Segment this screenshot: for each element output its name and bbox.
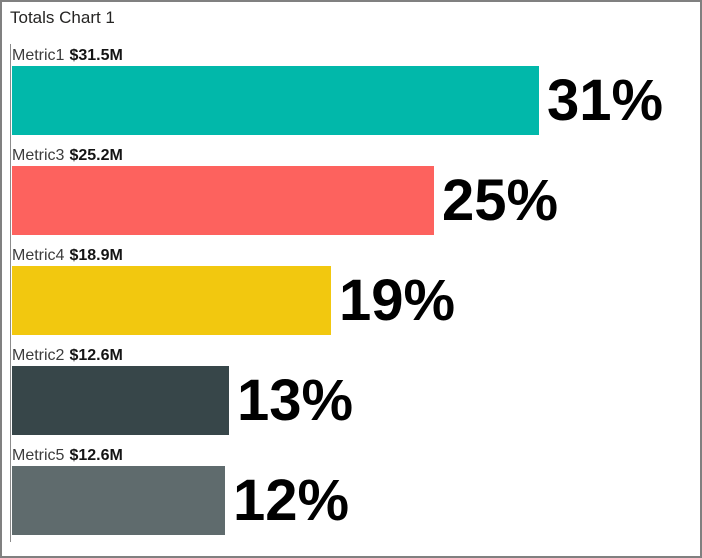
bar-group-metric1: Metric1 $31.5M 31% bbox=[12, 46, 700, 136]
bar-metric2[interactable] bbox=[12, 366, 229, 435]
category-name: Metric2 bbox=[12, 347, 65, 364]
category-name: Metric3 bbox=[12, 147, 65, 164]
percent-data-label: 12% bbox=[233, 467, 350, 533]
category-name: Metric1 bbox=[12, 47, 65, 64]
category-value: $12.6M bbox=[69, 447, 123, 464]
category-axis-line bbox=[10, 44, 11, 542]
category-value: $31.5M bbox=[69, 47, 123, 64]
bar-row: 25% bbox=[12, 166, 700, 235]
plot-area: Metric1 $31.5M 31% Metric3 $25.2M 25% Metr… bbox=[11, 44, 700, 556]
category-label: Metric3 $25.2M bbox=[12, 146, 700, 166]
bar-row: 13% bbox=[12, 366, 700, 435]
bar-row: 12% bbox=[12, 466, 700, 535]
percent-data-label: 25% bbox=[442, 167, 559, 233]
category-label: Metric4 $18.9M bbox=[12, 246, 700, 266]
bar-metric5[interactable] bbox=[12, 466, 225, 535]
category-name: Metric4 bbox=[12, 247, 65, 264]
bar-group-metric4: Metric4 $18.9M 19% bbox=[12, 246, 700, 336]
bar-metric3[interactable] bbox=[12, 166, 434, 235]
category-label: Metric2 $12.6M bbox=[12, 346, 700, 366]
bar-row: 19% bbox=[12, 266, 700, 335]
category-value: $25.2M bbox=[69, 147, 123, 164]
category-name: Metric5 bbox=[12, 447, 65, 464]
bar-metric4[interactable] bbox=[12, 266, 331, 335]
bar-group-metric5: Metric5 $12.6M 12% bbox=[12, 446, 700, 536]
percent-data-label: 31% bbox=[547, 67, 664, 133]
percent-data-label: 13% bbox=[237, 367, 354, 433]
bar-metric1[interactable] bbox=[12, 66, 539, 135]
category-value: $12.6M bbox=[69, 347, 123, 364]
percent-data-label: 19% bbox=[339, 267, 456, 333]
bar-group-metric3: Metric3 $25.2M 25% bbox=[12, 146, 700, 236]
bar-group-metric2: Metric2 $12.6M 13% bbox=[12, 346, 700, 436]
category-value: $18.9M bbox=[69, 247, 123, 264]
bar-row: 31% bbox=[12, 66, 700, 135]
category-label: Metric1 $31.5M bbox=[12, 46, 700, 66]
category-label: Metric5 $12.6M bbox=[12, 446, 700, 466]
chart-title: Totals Chart 1 bbox=[10, 8, 115, 27]
